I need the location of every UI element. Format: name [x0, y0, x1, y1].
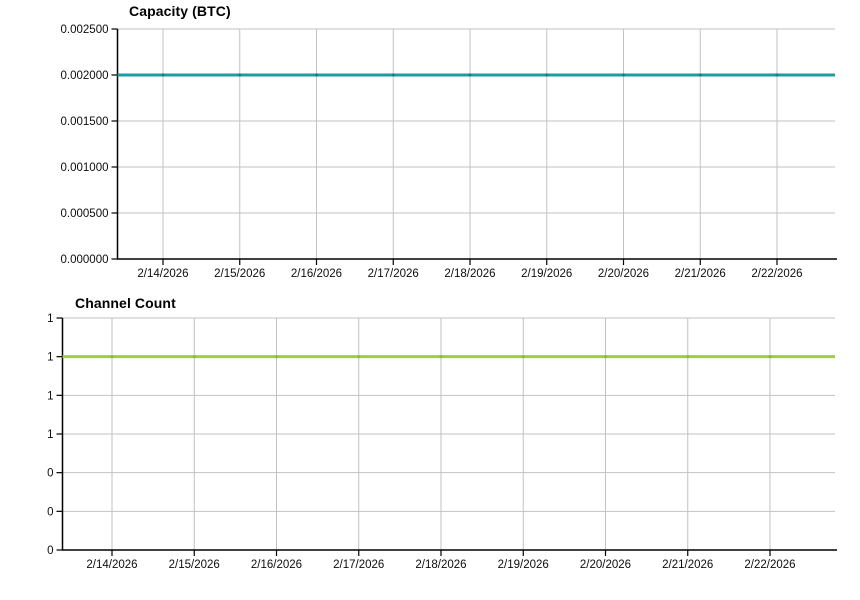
capacity-data-point — [314, 73, 319, 77]
channel-count-data-point — [357, 355, 361, 359]
capacity-y-tick-label: 0.001000 — [61, 162, 109, 174]
capacity-data-point — [391, 73, 395, 77]
capacity-data-point — [468, 73, 472, 77]
channel-count-x-tick-label: 2/21/2026 — [662, 559, 713, 571]
channel-count-x-tick-label: 2/22/2026 — [744, 559, 795, 571]
channel-count-x-tick-label: 2/20/2026 — [580, 559, 631, 571]
channel-count-x-tick-label: 2/18/2026 — [415, 559, 466, 571]
capacity-x-tick-label: 2/20/2026 — [598, 268, 649, 280]
channel-count-y-tick-label: 1 — [47, 352, 53, 364]
capacity-y-tick-label: 0.002000 — [61, 70, 109, 82]
capacity-data-point — [621, 73, 626, 77]
channel-count-data-point — [521, 355, 525, 359]
channel-count-y-tick-label: 0 — [47, 468, 53, 480]
channel-count-data-point — [439, 355, 443, 359]
channel-count-chart-title: Channel Count — [75, 295, 176, 311]
capacity-y-tick-label: 0.001500 — [61, 116, 109, 128]
channel-count-data-point — [192, 355, 196, 359]
capacity-x-tick-label: 2/21/2026 — [675, 268, 726, 280]
capacity-x-tick-label: 2/18/2026 — [444, 268, 495, 280]
capacity-data-point — [698, 73, 702, 77]
channel-count-y-tick-label: 1 — [47, 429, 53, 441]
channel-count-data-point — [110, 355, 114, 359]
capacity-data-point — [161, 73, 165, 77]
channel-count-x-tick-label: 2/16/2026 — [251, 559, 302, 571]
capacity-x-tick-label: 2/16/2026 — [291, 268, 342, 280]
channel-count-data-point — [603, 355, 608, 359]
channel-count-data-point — [274, 355, 279, 359]
capacity-x-tick-label: 2/15/2026 — [214, 268, 265, 280]
channel-count-data-point — [768, 355, 772, 359]
capacity-data-point — [775, 73, 779, 77]
capacity-y-tick-label: 0.002500 — [61, 24, 109, 36]
channel-count-y-tick-label: 1 — [47, 390, 53, 402]
capacity-x-tick-label: 2/22/2026 — [751, 268, 802, 280]
channel-count-x-tick-label: 2/19/2026 — [498, 559, 549, 571]
channel-count-y-tick-label: 0 — [47, 506, 53, 518]
capacity-data-point — [238, 73, 242, 77]
channel-count-data-point — [686, 355, 690, 359]
channel-count-y-tick-label: 1 — [47, 313, 53, 325]
channel-count-x-tick-label: 2/15/2026 — [169, 559, 220, 571]
capacity-x-tick-label: 2/14/2026 — [137, 268, 188, 280]
capacity-x-tick-label: 2/17/2026 — [368, 268, 419, 280]
channel-count-y-tick-label: 0 — [47, 545, 53, 557]
capacity-y-tick-label: 0.000000 — [61, 254, 109, 266]
channel-count-x-tick-label: 2/14/2026 — [86, 559, 137, 571]
capacity-x-tick-label: 2/19/2026 — [521, 268, 572, 280]
capacity-data-point — [545, 73, 549, 77]
channel-count-x-tick-label: 2/17/2026 — [333, 559, 384, 571]
capacity-chart-title: Capacity (BTC) — [129, 3, 231, 19]
capacity-y-tick-label: 0.000500 — [61, 208, 109, 220]
